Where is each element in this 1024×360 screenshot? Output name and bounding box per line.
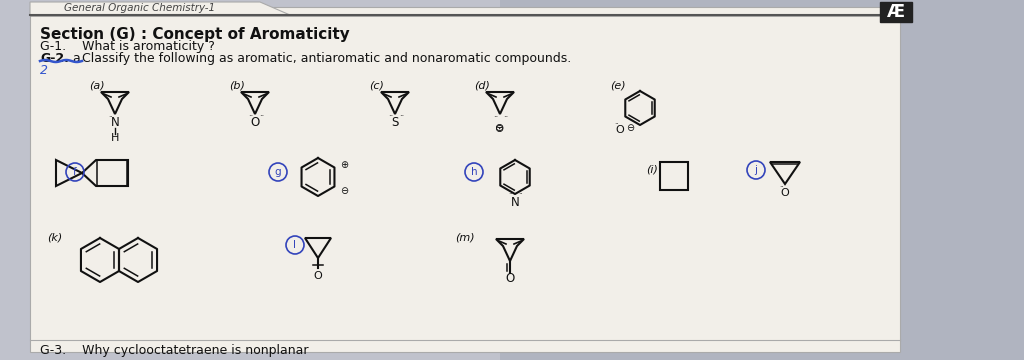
Text: (k): (k) [47, 233, 62, 243]
Text: H: H [111, 133, 119, 143]
Text: ¨: ¨ [248, 116, 252, 125]
Text: N: N [111, 117, 120, 130]
Text: ¨: ¨ [388, 116, 392, 125]
Text: G-1.    What is aromaticity ?: G-1. What is aromaticity ? [40, 40, 215, 53]
Text: Section (G) : Concept of Aromaticity: Section (G) : Concept of Aromaticity [40, 27, 350, 42]
Text: (a): (a) [89, 81, 104, 91]
Text: Classify the following as aromatic, antiaromatic and nonaromatic compounds.: Classify the following as aromatic, anti… [82, 52, 571, 65]
Text: (b): (b) [229, 81, 245, 91]
Text: ⊖: ⊖ [626, 123, 634, 133]
Text: ¨: ¨ [493, 117, 497, 126]
Text: (c): (c) [370, 81, 384, 91]
Text: ¨: ¨ [399, 116, 403, 125]
Text: ⊙: ⊙ [496, 124, 505, 134]
Text: O: O [313, 271, 323, 281]
Text: (d): (d) [474, 81, 489, 91]
Text: l: l [294, 240, 297, 250]
Text: (m): (m) [456, 233, 475, 243]
Text: Æ: Æ [887, 3, 905, 21]
Text: ¨: ¨ [503, 117, 507, 126]
Text: j: j [755, 165, 758, 175]
Text: ⊖: ⊖ [496, 123, 505, 133]
Text: f: f [73, 167, 77, 177]
Text: O: O [506, 273, 515, 285]
Text: ¨: ¨ [614, 123, 617, 132]
Text: ⊖: ⊖ [340, 186, 348, 196]
Bar [660, 162, 688, 190]
Bar [880, 2, 912, 22]
FancyBboxPatch shape [500, 0, 1024, 360]
FancyBboxPatch shape [30, 7, 900, 352]
Text: G-2.: G-2. [40, 52, 69, 65]
Text: h: h [471, 167, 477, 177]
Text: O: O [251, 117, 260, 130]
Text: O: O [780, 188, 790, 198]
Text: g: g [274, 167, 282, 177]
Text: General Organic Chemistry-1: General Organic Chemistry-1 [65, 3, 216, 13]
Text: ¨: ¨ [518, 194, 522, 202]
Text: ¨: ¨ [779, 186, 783, 195]
Text: ¨: ¨ [259, 116, 263, 125]
Text: ¨: ¨ [109, 117, 112, 126]
Text: ¨: ¨ [508, 194, 512, 202]
Text: S: S [391, 117, 398, 130]
Text: a: a [72, 52, 80, 65]
Text: 2: 2 [40, 64, 48, 77]
Text: (i): (i) [646, 165, 658, 175]
Text: N: N [511, 197, 519, 210]
Text: G-3.    Why cyclooctatetraene is nonplanar: G-3. Why cyclooctatetraene is nonplanar [40, 344, 308, 357]
Polygon shape [30, 2, 290, 15]
Text: ⊕: ⊕ [340, 160, 348, 170]
Text: (e): (e) [610, 80, 626, 90]
Text: O: O [615, 125, 625, 135]
